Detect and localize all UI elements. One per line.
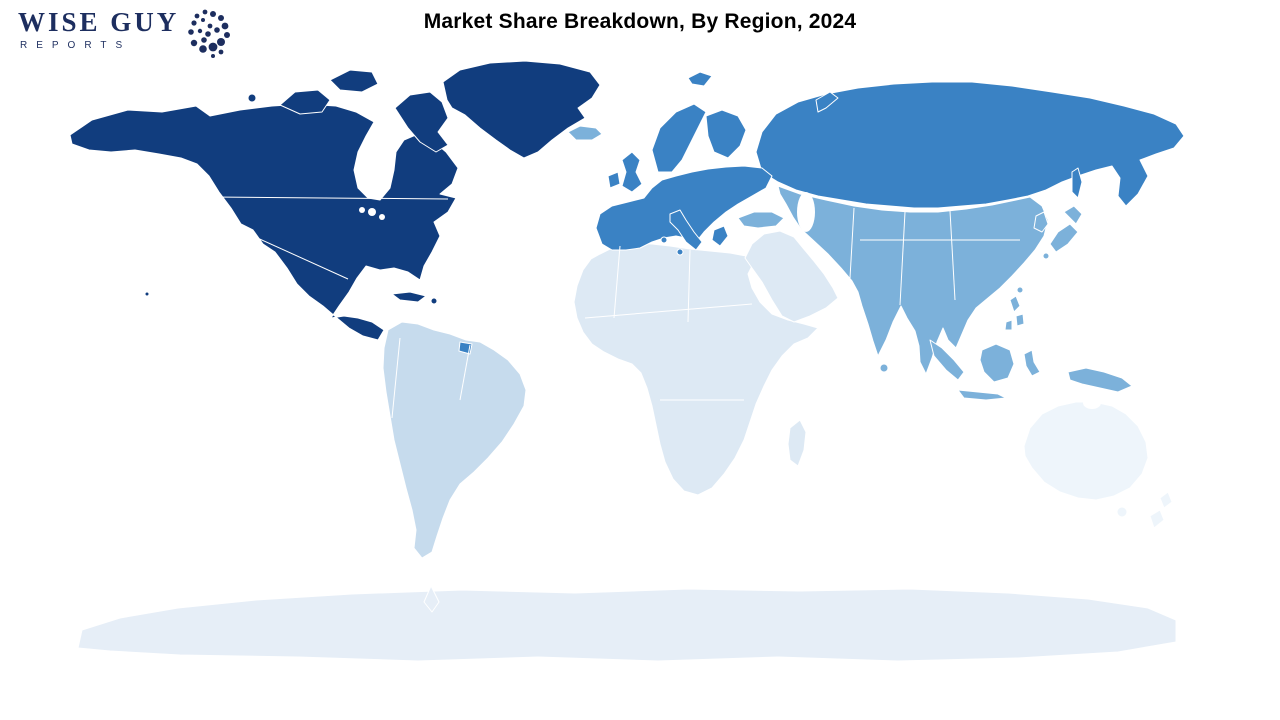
region-turkey <box>737 211 785 229</box>
region-australia <box>1023 401 1149 501</box>
region-japan-honshu <box>1049 223 1079 253</box>
region-tasmania <box>1116 506 1128 518</box>
region-hispaniola <box>430 297 438 305</box>
region-cuba <box>391 291 427 303</box>
region-ellesmere-island <box>329 69 379 93</box>
dotted-head-logo-icon <box>188 9 231 58</box>
region-borneo <box>979 343 1015 383</box>
caspian-sea <box>797 192 815 232</box>
region-middle-east <box>744 230 839 323</box>
black-sea <box>744 196 784 212</box>
great-lake-2 <box>379 214 385 220</box>
region-sulawesi <box>1023 349 1041 377</box>
region-new-guinea <box>1067 367 1133 393</box>
water-overlays <box>359 192 1101 409</box>
region-new-zealand-north <box>1159 491 1173 509</box>
region-ireland <box>607 171 621 189</box>
region-java <box>957 389 1007 401</box>
region-arctic-islet <box>247 93 257 103</box>
region-hawaii <box>144 291 150 297</box>
region-novaya-zemlya <box>815 91 839 113</box>
region-italy <box>669 209 703 251</box>
region-greece <box>711 225 729 247</box>
great-lake-3 <box>359 207 365 213</box>
region-sicily <box>676 248 684 256</box>
region-south-america <box>382 321 527 559</box>
logo-line1: WISE GUY <box>18 7 180 37</box>
logo-line2: REPORTS <box>20 39 132 51</box>
region-sri-lanka <box>879 363 889 373</box>
great-lake-1 <box>368 208 376 216</box>
region-iceland <box>567 125 603 141</box>
region-antarctic-peninsula <box>423 585 440 613</box>
region-madagascar <box>787 419 807 467</box>
region-philippines <box>1004 295 1025 331</box>
region-sardinia <box>660 236 668 244</box>
region-svalbard <box>687 71 713 87</box>
region-taiwan <box>1016 286 1024 294</box>
logo-text: WISE GUY REPORTS <box>18 7 180 51</box>
region-north-america <box>69 103 459 341</box>
region-antarctica <box>77 588 1177 662</box>
region-new-zealand-south <box>1149 509 1165 529</box>
region-sumatra <box>929 339 965 381</box>
region-uk <box>621 151 643 193</box>
region-africa <box>573 242 819 496</box>
chart-title: Market Share Breakdown, By Region, 2024 <box>423 10 857 33</box>
country-borders <box>211 196 1020 419</box>
region-japan-kyushu <box>1042 252 1050 260</box>
region-scandinavia <box>651 103 707 173</box>
region-japan-hokkaido <box>1063 205 1083 225</box>
region-finland <box>705 109 747 159</box>
gulf-of-carpentaria <box>1083 397 1101 409</box>
region-baffin-island <box>394 91 449 153</box>
wise-guy-reports-logo: WISE GUY REPORTS <box>18 7 235 62</box>
region-victoria-island <box>279 89 331 115</box>
region-sakhalin <box>1071 167 1083 199</box>
region-korea <box>1033 211 1049 233</box>
region-russia <box>755 81 1185 209</box>
region-asia <box>777 185 1049 375</box>
region-greenland <box>442 60 601 159</box>
